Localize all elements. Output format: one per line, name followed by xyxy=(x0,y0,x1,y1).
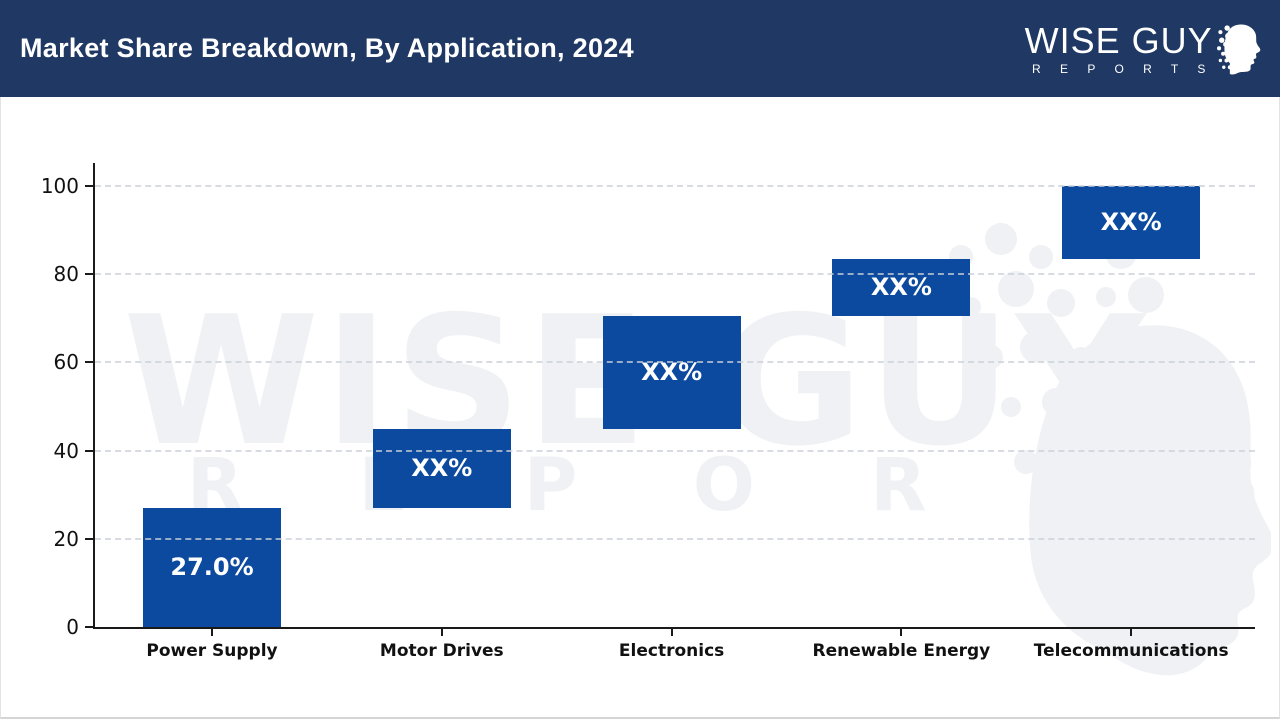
y-axis-tick xyxy=(85,449,93,452)
y-axis-tick xyxy=(85,273,93,276)
bar-value-label: 27.0% xyxy=(170,553,254,582)
y-axis-tick xyxy=(85,537,93,540)
y-tick-label: 100 xyxy=(40,174,79,198)
y-tick-label: 20 xyxy=(53,526,79,551)
bar-motor-drives xyxy=(372,428,511,508)
watermark-head-icon xyxy=(949,223,1271,676)
x-axis-tick xyxy=(440,629,443,636)
y-tick-label: 40 xyxy=(53,438,79,463)
bar-value-label: XX% xyxy=(1100,208,1162,237)
y-tick-label: 80 xyxy=(53,262,79,287)
bar-value-label: XX% xyxy=(411,454,473,483)
x-tick-label: Renewable Energy xyxy=(812,641,991,661)
gridline xyxy=(95,449,1255,452)
x-axis-tick xyxy=(211,629,213,636)
x-axis-tick xyxy=(900,629,903,636)
gridline xyxy=(95,273,1255,276)
y-axis-tick xyxy=(85,626,93,628)
y-tick-label: 0 xyxy=(66,615,79,639)
y-tick-label: 60 xyxy=(53,350,79,375)
logo-subtitle: R E P O R T S xyxy=(1032,61,1214,76)
chart-area: WISE GUY R E P O R T S 0 20 40 60 80 100 27.0%… xyxy=(0,97,1280,719)
gridline xyxy=(95,537,1255,540)
chart-title: Market Share Breakdown, By Application, … xyxy=(20,33,634,63)
wise-guy-reports-logo: WISE GUY R E P O R T S xyxy=(1024,10,1264,88)
x-tick-label: Power Supply xyxy=(146,641,278,661)
y-axis-tick xyxy=(85,361,93,364)
y-axis-line xyxy=(93,163,95,629)
bar-telecommunications xyxy=(1062,186,1201,259)
header-bar: Market Share Breakdown, By Application, … xyxy=(0,0,1280,97)
gridline xyxy=(95,185,1255,187)
bar-renewable-energy xyxy=(832,258,971,317)
x-tick-label: Electronics xyxy=(618,641,725,661)
x-axis-tick xyxy=(670,629,673,636)
x-axis-line xyxy=(93,627,1255,629)
x-axis-tick xyxy=(1130,629,1133,636)
gridline xyxy=(95,361,1255,364)
y-axis-tick xyxy=(85,185,93,187)
x-tick-label: Motor Drives xyxy=(379,641,504,661)
bar-value-label: XX% xyxy=(641,358,703,387)
logo-wordmark: WISE GUY xyxy=(1024,20,1213,62)
bar-value-label: XX% xyxy=(870,273,932,302)
bar-electronics xyxy=(602,316,741,429)
x-tick-label: Telecommunications xyxy=(1033,641,1229,661)
head-profile-icon xyxy=(1217,24,1261,75)
bar-power-supply xyxy=(143,507,281,627)
logo-text: WISE GUY R E P O R T S xyxy=(1024,22,1213,76)
